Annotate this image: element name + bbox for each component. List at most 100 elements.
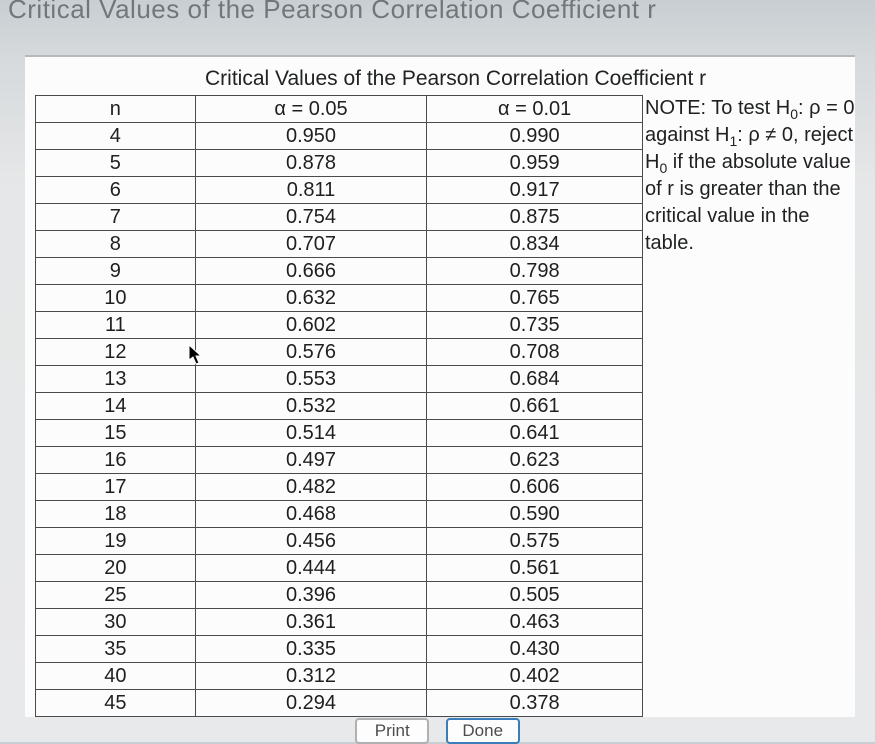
- content-panel: Critical Values of the Pearson Correlati…: [25, 55, 855, 717]
- cell-alpha01: 0.561: [427, 555, 643, 582]
- table-row: 450.2940.378: [36, 690, 643, 717]
- cell-alpha01: 0.463: [427, 609, 643, 636]
- note-text: NOTE: To test H0: ρ = 0 against H1: ρ ≠ …: [645, 95, 855, 257]
- cell-alpha05: 0.754: [195, 204, 427, 231]
- cell-alpha01: 0.575: [427, 528, 643, 555]
- table-row: 150.5140.641: [36, 420, 643, 447]
- cell-alpha01: 0.505: [427, 582, 643, 609]
- table-row: 400.3120.402: [36, 663, 643, 690]
- done-button[interactable]: Done: [446, 718, 520, 744]
- table-row: 100.6320.765: [36, 285, 643, 312]
- cell-alpha01: 0.590: [427, 501, 643, 528]
- cell-alpha01: 0.430: [427, 636, 643, 663]
- cell-n: 30: [36, 609, 196, 636]
- cell-alpha05: 0.602: [195, 312, 427, 339]
- cell-alpha01: 0.606: [427, 474, 643, 501]
- cell-alpha01: 0.834: [427, 231, 643, 258]
- table-row: 250.3960.505: [36, 582, 643, 609]
- table-row: 40.9500.990: [36, 123, 643, 150]
- cell-alpha05: 0.468: [195, 501, 427, 528]
- cell-n: 20: [36, 555, 196, 582]
- button-bar: Print Done: [0, 718, 875, 744]
- table-row: 50.8780.959: [36, 150, 643, 177]
- cell-n: 8: [36, 231, 196, 258]
- cell-alpha05: 0.666: [195, 258, 427, 285]
- table-body: 40.9500.99050.8780.95960.8110.91770.7540…: [36, 123, 643, 717]
- cell-alpha01: 0.641: [427, 420, 643, 447]
- cell-alpha05: 0.811: [195, 177, 427, 204]
- cell-alpha01: 0.735: [427, 312, 643, 339]
- cell-n: 17: [36, 474, 196, 501]
- cell-n: 16: [36, 447, 196, 474]
- table-row: 300.3610.463: [36, 609, 643, 636]
- cell-alpha01: 0.875: [427, 204, 643, 231]
- table-row: 120.5760.708: [36, 339, 643, 366]
- note-seg: if the absolute value of r is greater th…: [645, 151, 851, 254]
- cell-n: 40: [36, 663, 196, 690]
- cell-alpha05: 0.514: [195, 420, 427, 447]
- cell-alpha05: 0.396: [195, 582, 427, 609]
- table-row: 80.7070.834: [36, 231, 643, 258]
- cell-alpha05: 0.532: [195, 393, 427, 420]
- note-sub: 0: [790, 106, 798, 122]
- cell-alpha05: 0.707: [195, 231, 427, 258]
- cell-alpha01: 0.378: [427, 690, 643, 717]
- cell-n: 12: [36, 339, 196, 366]
- cell-alpha05: 0.456: [195, 528, 427, 555]
- cell-n: 5: [36, 150, 196, 177]
- table-row: 200.4440.561: [36, 555, 643, 582]
- table-row: 350.3350.430: [36, 636, 643, 663]
- table-row: 190.4560.575: [36, 528, 643, 555]
- cell-alpha01: 0.684: [427, 366, 643, 393]
- table-row: 160.4970.623: [36, 447, 643, 474]
- cell-n: 19: [36, 528, 196, 555]
- cell-alpha05: 0.497: [195, 447, 427, 474]
- table-wrap: n α = 0.05 α = 0.01 40.9500.99050.8780.9…: [35, 95, 845, 717]
- table-row: 70.7540.875: [36, 204, 643, 231]
- cell-alpha05: 0.632: [195, 285, 427, 312]
- cell-alpha01: 0.959: [427, 150, 643, 177]
- cell-n: 18: [36, 501, 196, 528]
- cell-alpha01: 0.990: [427, 123, 643, 150]
- table-header-row: n α = 0.05 α = 0.01: [36, 96, 643, 123]
- print-button[interactable]: Print: [355, 718, 429, 744]
- cell-n: 6: [36, 177, 196, 204]
- cell-alpha05: 0.312: [195, 663, 427, 690]
- cell-alpha01: 0.661: [427, 393, 643, 420]
- cell-alpha01: 0.798: [427, 258, 643, 285]
- cell-n: 13: [36, 366, 196, 393]
- cell-n: 10: [36, 285, 196, 312]
- cell-alpha05: 0.361: [195, 609, 427, 636]
- cell-n: 25: [36, 582, 196, 609]
- col-header-alpha05: α = 0.05: [195, 96, 427, 123]
- cell-alpha01: 0.917: [427, 177, 643, 204]
- table-row: 110.6020.735: [36, 312, 643, 339]
- cell-n: 15: [36, 420, 196, 447]
- cell-n: 14: [36, 393, 196, 420]
- cell-alpha05: 0.553: [195, 366, 427, 393]
- cell-alpha05: 0.482: [195, 474, 427, 501]
- table-row: 180.4680.590: [36, 501, 643, 528]
- cell-alpha01: 0.708: [427, 339, 643, 366]
- cell-alpha05: 0.878: [195, 150, 427, 177]
- col-header-alpha01: α = 0.01: [427, 96, 643, 123]
- cell-n: 35: [36, 636, 196, 663]
- cell-n: 11: [36, 312, 196, 339]
- cell-alpha01: 0.402: [427, 663, 643, 690]
- note-seg: NOTE: To test H: [645, 97, 790, 119]
- cell-n: 45: [36, 690, 196, 717]
- cell-alpha05: 0.950: [195, 123, 427, 150]
- table-row: 170.4820.606: [36, 474, 643, 501]
- cropped-header-text: Critical Values of the Pearson Correlati…: [8, 0, 656, 25]
- table-title: Critical Values of the Pearson Correlati…: [205, 67, 845, 91]
- cell-alpha05: 0.444: [195, 555, 427, 582]
- critical-values-table: n α = 0.05 α = 0.01 40.9500.99050.8780.9…: [35, 95, 643, 717]
- cell-alpha05: 0.576: [195, 339, 427, 366]
- cell-alpha01: 0.623: [427, 447, 643, 474]
- cell-n: 7: [36, 204, 196, 231]
- cell-n: 9: [36, 258, 196, 285]
- col-header-n: n: [36, 96, 196, 123]
- table-row: 140.5320.661: [36, 393, 643, 420]
- cell-alpha01: 0.765: [427, 285, 643, 312]
- cell-alpha05: 0.294: [195, 690, 427, 717]
